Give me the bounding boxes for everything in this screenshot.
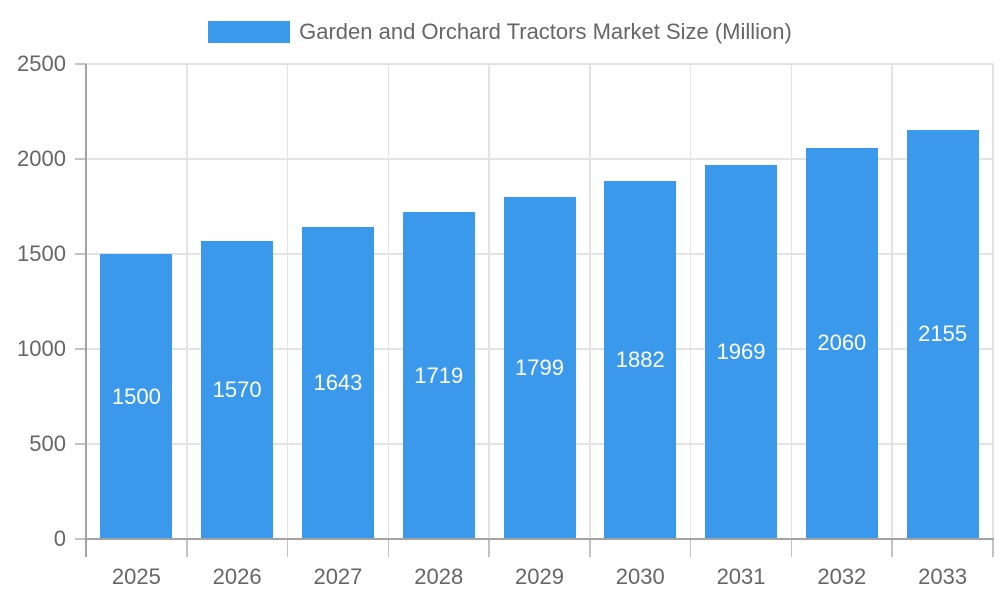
bar-value-label: 1882 [615, 347, 665, 373]
y-axis-tick-label: 500 [29, 431, 66, 456]
gridline-vertical [286, 64, 289, 539]
y-axis-tick [75, 158, 86, 160]
bar-value-label: 1500 [111, 383, 161, 409]
x-axis-tick [286, 539, 289, 557]
bar-2026[interactable] [201, 240, 274, 539]
x-axis-tick-label: 2030 [615, 564, 665, 589]
y-axis-line [85, 64, 87, 557]
x-axis-tick [891, 539, 893, 557]
x-axis-tick-label: 2026 [212, 564, 262, 589]
x-axis-tick [790, 539, 793, 557]
x-axis-tick-label: 2033 [918, 564, 968, 589]
y-axis-tick-label: 0 [53, 526, 66, 551]
gridline-vertical [891, 64, 893, 539]
x-axis-tick [387, 539, 390, 557]
gridline-horizontal [86, 158, 993, 160]
y-axis-tick [75, 253, 86, 255]
bar-2029[interactable] [503, 197, 576, 539]
y-axis-tick [75, 63, 86, 65]
x-axis-line [85, 538, 994, 540]
bar-value-label: 1799 [515, 355, 564, 381]
x-axis-tick-label: 2025 [111, 564, 161, 589]
bar-value-label: 2155 [918, 321, 968, 347]
bar-2032[interactable] [805, 147, 878, 539]
bar-value-label: 2060 [817, 330, 867, 356]
x-axis-tick [689, 539, 692, 557]
bar-value-label: 1570 [212, 376, 262, 402]
bar-value-label: 1719 [414, 362, 464, 388]
x-axis-tick-label: 2028 [414, 564, 464, 589]
gridline-vertical [186, 64, 188, 539]
bar-value-label: 1643 [313, 369, 363, 395]
x-axis-tick [186, 539, 188, 557]
y-axis-tick [75, 538, 86, 540]
y-axis-tick-label: 2000 [17, 146, 66, 171]
bar-2028[interactable] [402, 212, 475, 539]
bar-2031[interactable] [705, 164, 778, 539]
gridline-horizontal [86, 63, 993, 65]
legend: Garden and Orchard Tractors Market Size … [0, 19, 1000, 45]
bar-2027[interactable] [301, 226, 374, 539]
gridline-vertical [689, 64, 692, 539]
legend-label[interactable]: Garden and Orchard Tractors Market Size … [299, 19, 792, 44]
gridline-vertical [387, 64, 390, 539]
y-axis-tick-label: 1500 [17, 241, 66, 266]
gridline-vertical [488, 64, 490, 539]
x-axis-tick-label: 2032 [817, 564, 867, 589]
y-axis-tick-label: 2500 [17, 51, 66, 76]
y-axis-tick [75, 443, 86, 445]
gridline-vertical [589, 64, 591, 539]
bar-value-label: 1969 [716, 338, 766, 364]
bar-2033[interactable] [906, 129, 979, 539]
legend-swatch-icon[interactable] [208, 21, 291, 43]
bar-2025[interactable] [100, 254, 173, 539]
y-axis-tick-label: 1000 [17, 336, 66, 361]
bar-2030[interactable] [604, 181, 677, 539]
x-axis-tick [488, 539, 490, 557]
x-axis-tick [589, 539, 591, 557]
x-axis-tick-label: 2029 [515, 564, 564, 589]
x-axis-tick-label: 2027 [313, 564, 363, 589]
gridline-vertical [790, 64, 793, 539]
y-axis-tick [75, 348, 86, 350]
x-axis-tick-label: 2031 [716, 564, 766, 589]
gridline-vertical [992, 64, 994, 539]
x-axis-tick [992, 539, 994, 557]
